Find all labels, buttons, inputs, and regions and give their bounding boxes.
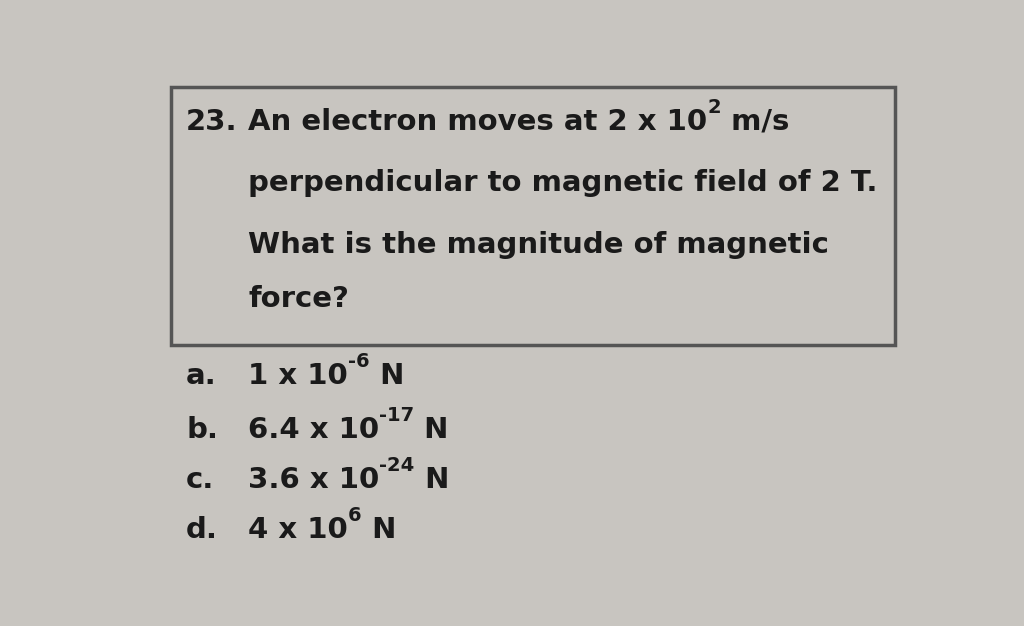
FancyBboxPatch shape: [171, 88, 895, 346]
Text: N: N: [370, 362, 403, 390]
Text: 6: 6: [348, 506, 361, 525]
Text: N: N: [415, 416, 449, 444]
Text: 4 x 10: 4 x 10: [248, 516, 348, 544]
Text: 23.: 23.: [186, 108, 238, 136]
Text: m/s: m/s: [721, 108, 790, 136]
Text: a.: a.: [186, 362, 217, 390]
Text: 1 x 10: 1 x 10: [248, 362, 348, 390]
Text: c.: c.: [186, 466, 214, 494]
Text: -17: -17: [379, 406, 415, 425]
Text: 6.4 x 10: 6.4 x 10: [248, 416, 379, 444]
Text: perpendicular to magnetic field of 2 T.: perpendicular to magnetic field of 2 T.: [248, 170, 878, 197]
Text: What is the magnitude of magnetic: What is the magnitude of magnetic: [248, 231, 829, 259]
Text: N: N: [415, 466, 449, 494]
Text: An electron moves at 2 x 10: An electron moves at 2 x 10: [248, 108, 708, 136]
Text: -24: -24: [379, 456, 415, 475]
Text: d.: d.: [186, 516, 218, 544]
Text: -6: -6: [348, 352, 370, 371]
Text: b.: b.: [186, 416, 218, 444]
Text: 2: 2: [708, 98, 721, 117]
Text: force?: force?: [248, 285, 349, 313]
Text: N: N: [361, 516, 396, 544]
Text: 3.6 x 10: 3.6 x 10: [248, 466, 379, 494]
